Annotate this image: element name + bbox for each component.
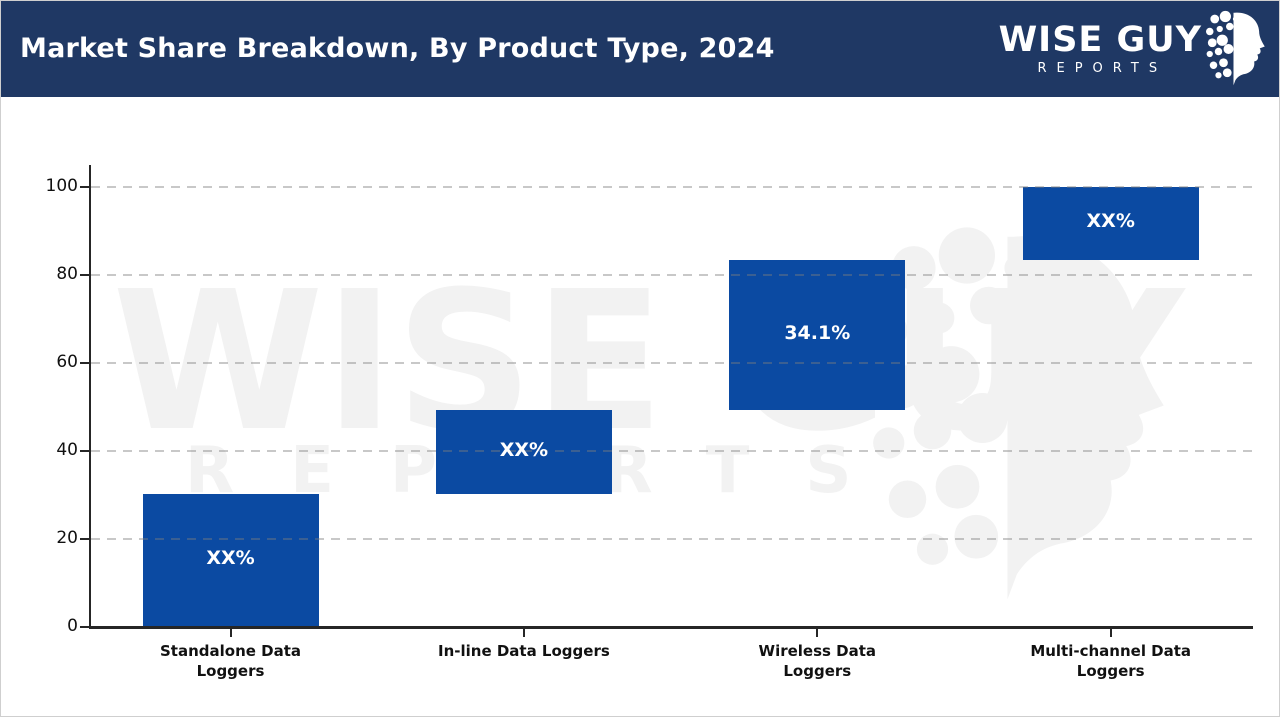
y-tick-label: 60 [56, 351, 78, 372]
gridline [91, 449, 1253, 452]
y-tick-mark [80, 449, 89, 452]
bar [729, 259, 906, 410]
y-tick-mark [80, 273, 89, 276]
y-tick-mark [80, 625, 89, 628]
y-tick-mark [80, 361, 89, 364]
bar-value-label: 34.1% [784, 321, 851, 344]
y-tick-label: 40 [56, 439, 78, 460]
x-tick-mark [1109, 629, 1112, 637]
gridline [91, 361, 1253, 364]
logo-head-icon [1206, 10, 1265, 86]
category-label: Standalone Data Loggers [159, 642, 302, 681]
y-tick-mark [80, 185, 89, 188]
y-tick-label: 80 [56, 263, 78, 284]
category-label: Wireless Data Loggers [758, 642, 877, 681]
bar [1022, 186, 1199, 260]
category-label: In-line Data Loggers [438, 642, 610, 660]
y-axis-line [89, 165, 91, 627]
header-bar: Market Share Breakdown, By Product Type,… [0, 0, 1280, 97]
y-tick-label: 100 [45, 175, 78, 196]
gridline [91, 537, 1253, 540]
bar [435, 409, 612, 494]
category-label: Multi-channel Data Loggers [1030, 642, 1192, 681]
chart-title: Market Share Breakdown, By Product Type,… [20, 33, 775, 64]
bar-value-label: XX% [206, 547, 255, 570]
x-axis-line [89, 626, 1253, 629]
x-tick-mark [816, 629, 819, 637]
x-tick-mark [229, 629, 232, 637]
logo-wordmark: WISE GUY [998, 20, 1202, 61]
x-tick-mark [522, 629, 525, 637]
logo-text: WISE GUY REPORTS [999, 22, 1202, 76]
bar-value-label: XX% [1086, 210, 1135, 233]
y-tick-mark [80, 537, 89, 540]
y-tick-label: 20 [56, 527, 78, 548]
bar-value-label: XX% [499, 438, 549, 461]
chart-area: WISE GUY REPORTS 020406080100XX%Standalo… [0, 97, 1280, 717]
gridline [91, 273, 1253, 276]
wiseguy-logo: WISE GUY REPORTS [999, 6, 1266, 92]
gridline [91, 185, 1253, 188]
logo-subtext: REPORTS [1037, 60, 1168, 76]
y-tick-label: 0 [67, 615, 78, 636]
watermark-head-icon [870, 227, 1164, 600]
bar [142, 493, 319, 627]
